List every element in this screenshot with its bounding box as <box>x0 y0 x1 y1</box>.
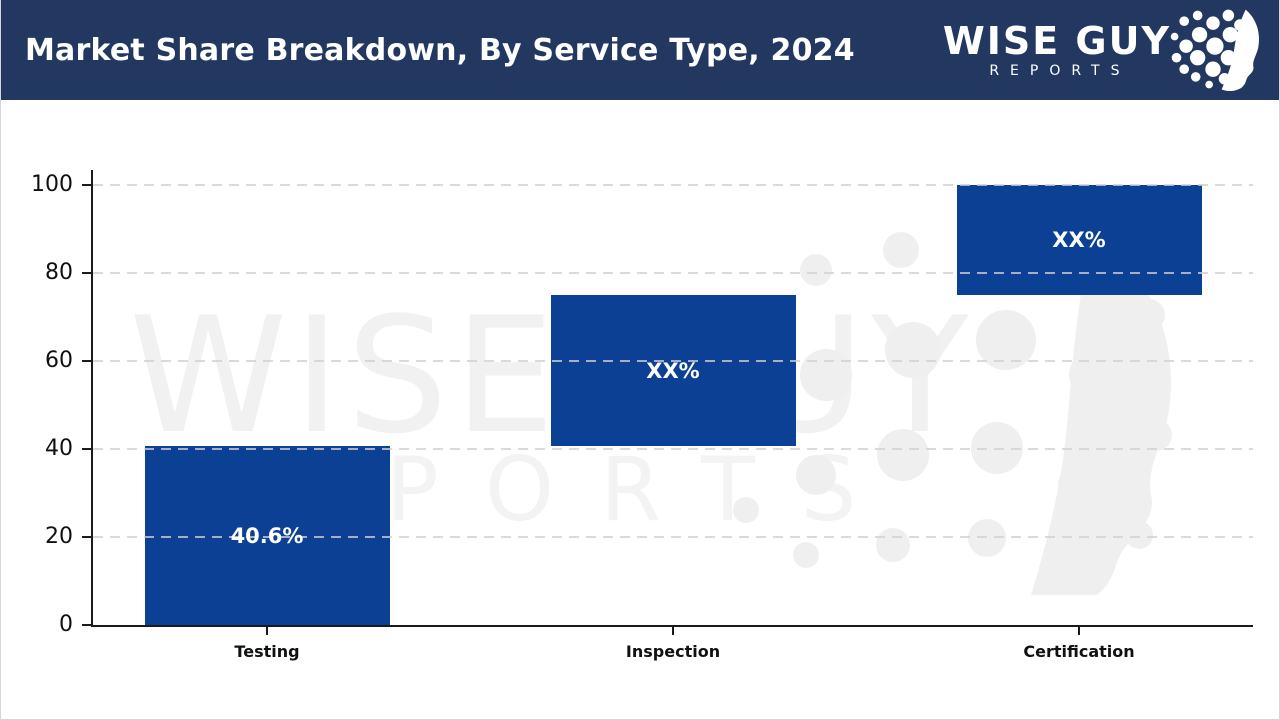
y-tick-label-20: 20 <box>45 524 73 549</box>
x-tick-mark-testing <box>266 627 268 635</box>
y-tick-mark-80 <box>82 271 91 274</box>
bar-certification <box>956 184 1202 295</box>
header: Market Share Breakdown, By Service Type,… <box>1 0 1279 100</box>
logo-wordmark-line1: WISE GUY <box>942 19 1171 63</box>
y-tick-label-40: 40 <box>45 436 73 461</box>
y-tick-mark-40 <box>82 448 91 450</box>
y-tick-label-60: 60 <box>45 347 73 373</box>
y-axis: 0 20 40 60 80 100 <box>1 170 91 636</box>
watermark-face-icon <box>725 218 1172 595</box>
y-tick-mark-60 <box>82 359 91 362</box>
x-tick-mark-inspection <box>672 627 674 635</box>
y-tick-label-0: 0 <box>59 612 73 637</box>
logo-face-icon <box>1170 9 1260 92</box>
plot-area: 40.6% XX% XX% <box>91 170 1253 627</box>
wise-guy-logo: WISE GUY REPORTS <box>943 7 1261 93</box>
x-tick-label-testing: Testing <box>234 642 300 661</box>
y-tick-label-100: 100 <box>31 171 73 197</box>
bar-testing <box>144 446 390 625</box>
chart-title: Market Share Breakdown, By Service Type,… <box>25 32 855 68</box>
x-tick-label-certification: Certification <box>1023 642 1135 661</box>
y-tick-mark-20 <box>82 536 91 538</box>
y-tick-label-80: 80 <box>45 259 73 285</box>
bars-layer <box>93 170 1253 625</box>
bar-inspection <box>550 295 796 447</box>
x-tick-mark-certification <box>1078 627 1080 635</box>
logo-wordmark-line2: REPORTS <box>989 63 1131 79</box>
y-tick-mark-100 <box>82 183 91 186</box>
y-tick-mark-0 <box>82 624 91 626</box>
x-axis: Testing Inspection Certification <box>93 627 1253 687</box>
logo-wordmark: WISE GUY REPORTS <box>943 22 1171 78</box>
x-tick-label-inspection: Inspection <box>625 642 721 661</box>
